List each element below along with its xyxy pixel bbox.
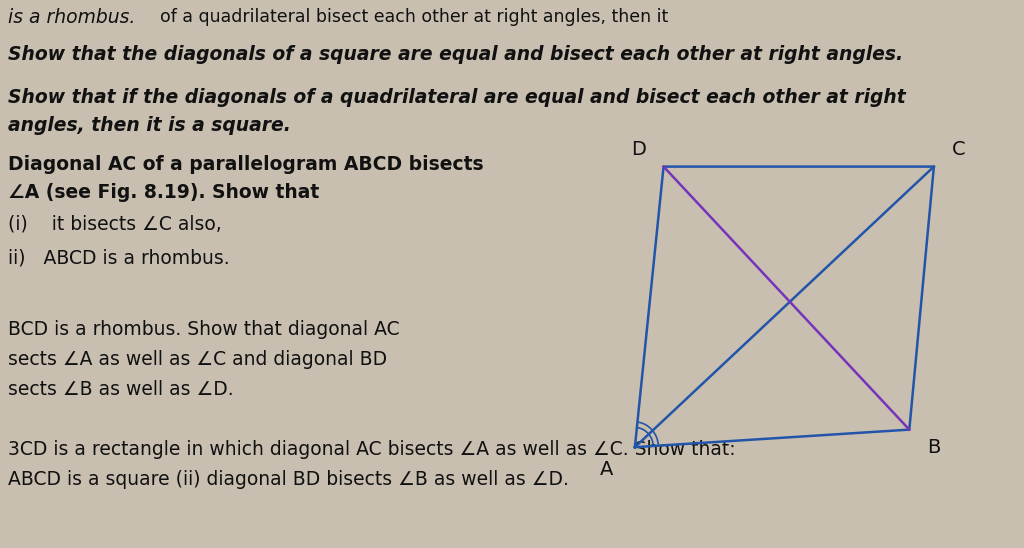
Text: B: B [927,438,941,456]
Text: ii)   ABCD is a rhombus.: ii) ABCD is a rhombus. [8,248,229,267]
Text: Diagonal AC of a parallelogram ABCD bisects: Diagonal AC of a parallelogram ABCD bise… [8,155,483,174]
Text: Show that the diagonals of a square are equal and bisect each other at right ang: Show that the diagonals of a square are … [8,45,903,64]
Text: ABCD is a square (ii) diagonal BD bisects ∠B as well as ∠D.: ABCD is a square (ii) diagonal BD bisect… [8,470,569,489]
Text: ∠A (see Fig. 8.19). Show that: ∠A (see Fig. 8.19). Show that [8,183,319,202]
Text: (i)    it bisects ∠C also,: (i) it bisects ∠C also, [8,215,222,234]
Text: sects ∠A as well as ∠C and diagonal BD: sects ∠A as well as ∠C and diagonal BD [8,350,387,369]
Text: of a quadrilateral bisect each other at right angles, then it: of a quadrilateral bisect each other at … [160,8,669,26]
Text: A: A [599,460,613,478]
Text: is a rhombus.: is a rhombus. [8,8,135,27]
Text: angles, then it is a square.: angles, then it is a square. [8,116,291,135]
Text: BCD is a rhombus. Show that diagonal AC: BCD is a rhombus. Show that diagonal AC [8,320,399,339]
Text: D: D [632,140,646,158]
Text: sects ∠B as well as ∠D.: sects ∠B as well as ∠D. [8,380,233,399]
Text: Show that if the diagonals of a quadrilateral are equal and bisect each other at: Show that if the diagonals of a quadrila… [8,88,906,107]
Text: 3CD is a rectangle in which diagonal AC bisects ∠A as well as ∠C. Show that:: 3CD is a rectangle in which diagonal AC … [8,440,735,459]
Text: C: C [951,140,966,158]
